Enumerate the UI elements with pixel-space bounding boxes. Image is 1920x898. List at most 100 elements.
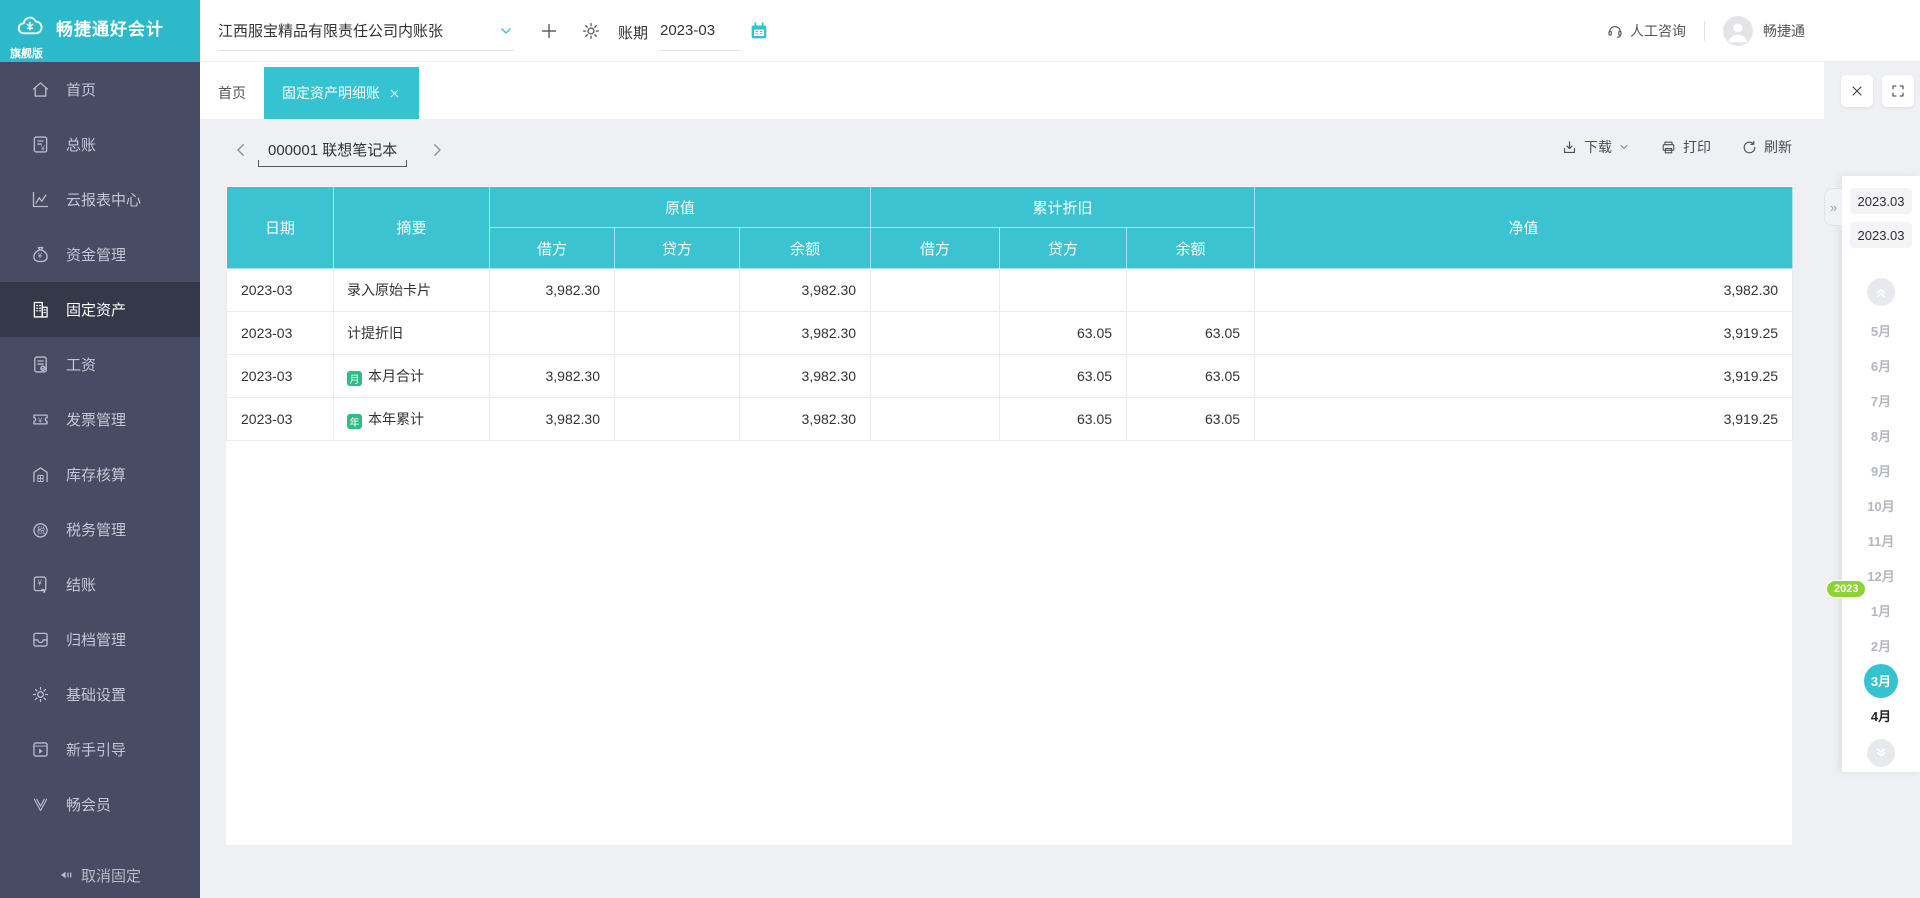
avatar[interactable]	[1723, 16, 1753, 46]
cell-amount	[870, 311, 1001, 355]
col-header-balance: 余额	[1126, 227, 1256, 269]
table-row: 2023-03 计提折旧 3,982.30 63.05 63.05 3,919.25	[226, 311, 1794, 355]
sidebar-item-archive[interactable]: 归档管理	[0, 612, 200, 667]
person-icon	[1728, 23, 1748, 43]
download-button[interactable]: 下载	[1561, 137, 1630, 157]
month-item-5[interactable]: 5月	[1842, 313, 1920, 348]
sidebar-item-ledger[interactable]: ¥ 总账	[0, 117, 200, 172]
period-chip-compare[interactable]: 2023.03	[1850, 222, 1912, 248]
table-row: 2023-03 年本年累计 3,982.30 3,982.30 63.05 63.05 3,…	[226, 397, 1794, 441]
col-header-credit: 贷方	[999, 227, 1128, 269]
period-chip-current[interactable]: 2023.03	[1850, 188, 1912, 214]
chart-icon	[30, 189, 51, 210]
sidebar-item-tax[interactable]: 税 税务管理	[0, 502, 200, 557]
close-all-button[interactable]	[1841, 74, 1873, 107]
closing-icon: ¥	[30, 574, 51, 595]
month-item-3[interactable]: 3月	[1842, 663, 1920, 698]
month-item-6[interactable]: 6月	[1842, 348, 1920, 383]
sidebar-nav: 首页 ¥ 总账 云报表中心 ¥ 资金管理 固定资产 工资 ¥ 发票管理 库存核算税 税务管理 ¥ 结账 归档…	[0, 62, 200, 832]
cell-date: 2023-03	[226, 354, 334, 398]
print-button[interactable]: 打印	[1660, 137, 1711, 157]
sidebar-item-fixed-assets[interactable]: 固定资产	[0, 282, 200, 337]
cell-amount	[489, 311, 615, 355]
cell-amount: 63.05	[1126, 311, 1256, 355]
double-chevron-down-icon	[1876, 748, 1886, 757]
scroll-months-down-button[interactable]	[1867, 739, 1895, 767]
month-item-8[interactable]: 8月	[1842, 418, 1920, 453]
app-logo: 畅捷通好会计 旗舰版	[0, 0, 200, 62]
sidebar-item-settings[interactable]: 基础设置	[0, 667, 200, 722]
month-label: 1月	[1870, 604, 1892, 619]
cloud-logo-icon	[17, 16, 43, 35]
month-label: 4月	[1870, 709, 1892, 724]
col-group-accumulated-depreciation: 累计折旧	[870, 186, 1256, 228]
period-field[interactable]: 2023-03	[660, 11, 740, 51]
next-asset-button[interactable]	[428, 141, 446, 159]
unpin-sidebar-button[interactable]: 取消固定	[0, 852, 200, 898]
table-row: 2023-03 月本月合计 3,982.30 3,982.30 63.05 63.05 3,…	[226, 354, 1794, 398]
sidebar-item-inventory[interactable]: 库存核算	[0, 447, 200, 502]
cell-amount: 3,919.25	[1254, 397, 1794, 441]
tab-home[interactable]: 首页	[200, 67, 264, 119]
month-item-12[interactable]: 12月	[1842, 558, 1920, 593]
summary-calendar-icon: 年	[347, 414, 362, 429]
month-item-11[interactable]: 11月	[1842, 523, 1920, 558]
sidebar-item-home[interactable]: 首页	[0, 62, 200, 117]
month-item-2[interactable]: 2月	[1842, 628, 1920, 663]
fullscreen-button[interactable]	[1882, 74, 1914, 107]
cell-amount: 3,982.30	[1254, 268, 1794, 312]
double-chevron-up-icon	[1876, 288, 1886, 298]
add-account-button[interactable]	[538, 20, 560, 42]
year-badge: 2023	[1826, 580, 1867, 598]
cell-amount: 3,982.30	[738, 397, 872, 441]
tab-fixed-asset-ledger[interactable]: 固定资产明细账	[264, 67, 419, 119]
sidebar-item-label: 工资	[66, 357, 97, 374]
month-label: 10月	[1867, 499, 1895, 514]
svg-text:¥: ¥	[41, 145, 45, 152]
previous-asset-button[interactable]	[232, 141, 250, 159]
sidebar-item-cloud-report[interactable]: 云报表中心	[0, 172, 200, 227]
month-label: 6月	[1870, 359, 1892, 374]
cell-amount: 3,982.30	[738, 268, 872, 312]
sidebar-item-salary[interactable]: 工资	[0, 337, 200, 392]
user-name[interactable]: 畅捷通	[1763, 23, 1805, 39]
collapse-period-panel-icon[interactable]: »	[1824, 188, 1842, 226]
col-header-credit: 贷方	[614, 227, 740, 269]
cell-date: 2023-03	[226, 311, 334, 355]
month-item-10[interactable]: 10月	[1842, 488, 1920, 523]
tabs: 首页 固定资产明细账	[200, 67, 419, 119]
cell-summary: 年本年累计	[333, 397, 490, 441]
tax-icon: 税	[30, 519, 51, 540]
month-item-1[interactable]: 1月	[1842, 593, 1920, 628]
sidebar-item-funds[interactable]: ¥ 资金管理	[0, 227, 200, 282]
month-item-9[interactable]: 9月	[1842, 453, 1920, 488]
calendar-icon[interactable]	[748, 20, 770, 42]
scroll-months-up-button[interactable]	[1867, 278, 1895, 306]
cell-amount	[870, 397, 1001, 441]
cell-amount	[1126, 268, 1256, 312]
sidebar-item-invoice[interactable]: ¥ 发票管理	[0, 392, 200, 447]
cell-amount: 63.05	[1126, 354, 1256, 398]
month-item-7[interactable]: 7月	[1842, 383, 1920, 418]
refresh-button[interactable]: 刷新	[1741, 137, 1792, 157]
sidebar-item-member[interactable]: 畅会员	[0, 777, 200, 832]
sidebar-item-label: 归档管理	[66, 632, 127, 649]
tab-close-icon[interactable]	[388, 87, 401, 100]
sidebar-item-closing[interactable]: ¥ 结账	[0, 557, 200, 612]
sidebar-item-label: 库存核算	[66, 467, 127, 484]
human-support-link[interactable]: 人工咨询	[1606, 21, 1686, 41]
month-label: 2月	[1870, 639, 1892, 654]
cell-amount: 3,982.30	[738, 311, 872, 355]
sidebar-item-label: 新手引导	[66, 742, 127, 759]
col-group-original-value: 原值	[488, 186, 872, 228]
cell-amount: 3,919.25	[1254, 311, 1794, 355]
asset-selector[interactable]: 000001 联想笔记本	[258, 135, 408, 167]
refresh-label: 刷新	[1764, 139, 1792, 155]
sidebar-item-guide[interactable]: 新手引导	[0, 722, 200, 777]
month-item-4[interactable]: 4月	[1842, 698, 1920, 733]
company-selector[interactable]: 江西服宝精品有限责任公司内账张	[218, 11, 514, 51]
sidebar-item-label: 发票管理	[66, 412, 127, 429]
cell-amount: 3,982.30	[489, 268, 615, 312]
cell-amount: 3,919.25	[1254, 354, 1794, 398]
account-settings-gear-icon[interactable]	[580, 20, 602, 42]
